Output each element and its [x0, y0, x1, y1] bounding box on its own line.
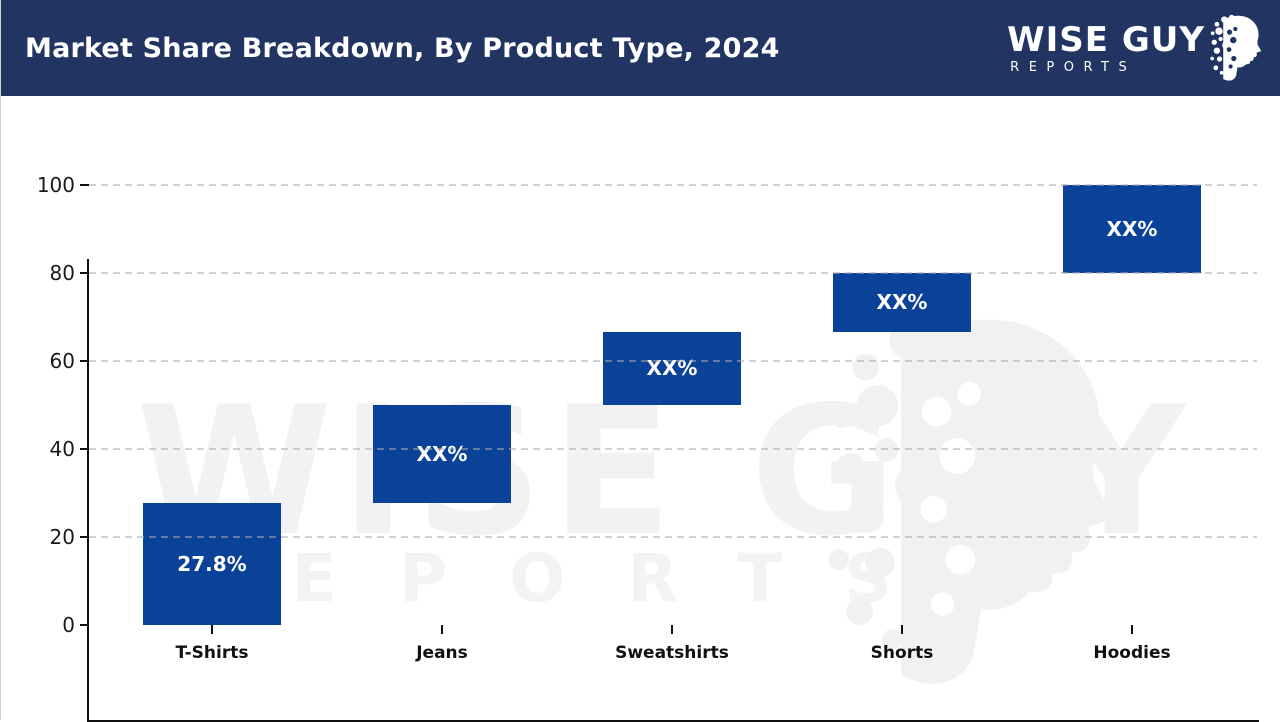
bar-value-label: 27.8%: [177, 551, 247, 576]
y-tick-mark: [80, 272, 89, 274]
gridline-20: [89, 536, 1257, 538]
y-tick-label: 0: [62, 613, 75, 637]
watermark-text-2: REPORTS: [179, 540, 954, 617]
bar-value-label: XX%: [876, 290, 928, 315]
gridline-80: [89, 272, 1257, 274]
gridline-40: [89, 448, 1257, 450]
x-tick-mark: [211, 625, 213, 634]
y-tick-label: 100: [36, 173, 75, 197]
logo-subtitle: REPORTS: [1010, 59, 1137, 75]
chart-title: Market Share Breakdown, By Product Type,…: [25, 32, 780, 64]
x-tick-mark: [441, 625, 443, 634]
bar-shorts: XX%: [833, 273, 971, 332]
gridline-100: [89, 184, 1257, 186]
bar-value-label: XX%: [416, 441, 468, 466]
y-axis-line: [87, 259, 89, 722]
bar-hoodies: XX%: [1063, 185, 1201, 273]
bar-jeans: XX%: [373, 405, 511, 503]
bar-t-shirts: 27.8%: [143, 502, 281, 625]
y-tick-mark: [80, 448, 89, 450]
x-tick-label: Shorts: [870, 643, 934, 663]
x-tick-mark: [901, 625, 903, 634]
x-tick-label: Hoodies: [1093, 643, 1171, 663]
y-tick-label: 20: [49, 525, 75, 549]
wiseguy-logo: WISE GUY REPORTS: [1007, 10, 1267, 86]
wiseguy-head-logo-icon: [1210, 14, 1262, 81]
x-tick-mark: [1131, 625, 1133, 634]
y-tick-mark: [80, 184, 89, 186]
x-tick-label: Jeans: [416, 643, 468, 663]
wiseguy-head-watermark-icon: [828, 313, 1115, 684]
y-tick-mark: [80, 360, 89, 362]
y-tick-mark: [80, 624, 89, 626]
x-tick-mark: [671, 625, 673, 634]
x-tick-label: T-Shirts: [175, 643, 249, 663]
gridline-60: [89, 360, 1257, 362]
header-banner: Market Share Breakdown, By Product Type,…: [1, 0, 1280, 96]
chart-plot-area: WISE GUY REPORTS 0 20 40 60 80 100 27.8% T-Shir…: [1, 96, 1280, 722]
y-tick-label: 40: [49, 437, 75, 461]
x-tick-label: Sweatshirts: [615, 643, 729, 663]
y-tick-label: 80: [49, 261, 75, 285]
y-tick-mark: [80, 536, 89, 538]
bar-sweatshirts: XX%: [603, 331, 741, 405]
y-tick-label: 60: [49, 349, 75, 373]
bar-value-label: XX%: [1106, 217, 1158, 241]
logo-text: WISE GUY REPORTS: [1007, 23, 1205, 74]
logo-name: WISE GUY: [1007, 19, 1205, 60]
